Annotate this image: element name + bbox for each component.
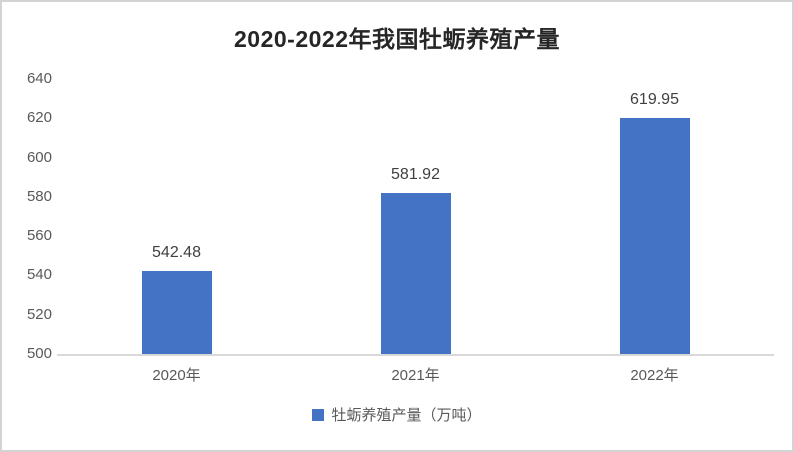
x-tick-label: 2020年	[152, 367, 201, 384]
legend-label: 牡蛎养殖产量（万吨）	[331, 407, 482, 424]
y-tick-label: 580	[26, 187, 52, 205]
bar	[141, 270, 212, 354]
y-tick-label: 520	[26, 305, 52, 323]
bar	[619, 118, 690, 354]
chart-title: 2020-2022年我国牡蛎养殖产量	[234, 26, 560, 52]
bar-value-label: 619.95	[630, 91, 679, 109]
y-tick-label: 500	[26, 345, 52, 362]
y-tick-label: 640	[26, 70, 52, 87]
legend-marker-square-icon	[312, 408, 325, 421]
bar-value-label: 581.92	[391, 166, 440, 184]
x-tick-label: 2021年	[391, 367, 440, 384]
legend: 牡蛎养殖产量（万吨）	[2, 404, 792, 425]
x-tick-label: 2022年	[630, 367, 679, 384]
plot-area	[57, 79, 774, 356]
y-tick-label: 620	[26, 109, 52, 127]
y-tick-label: 560	[26, 227, 52, 245]
y-tick-label: 600	[26, 148, 52, 166]
x-axis-line	[57, 354, 774, 356]
y-tick-label: 540	[26, 266, 52, 284]
bar-value-label: 542.48	[152, 243, 201, 261]
bar	[380, 193, 451, 354]
